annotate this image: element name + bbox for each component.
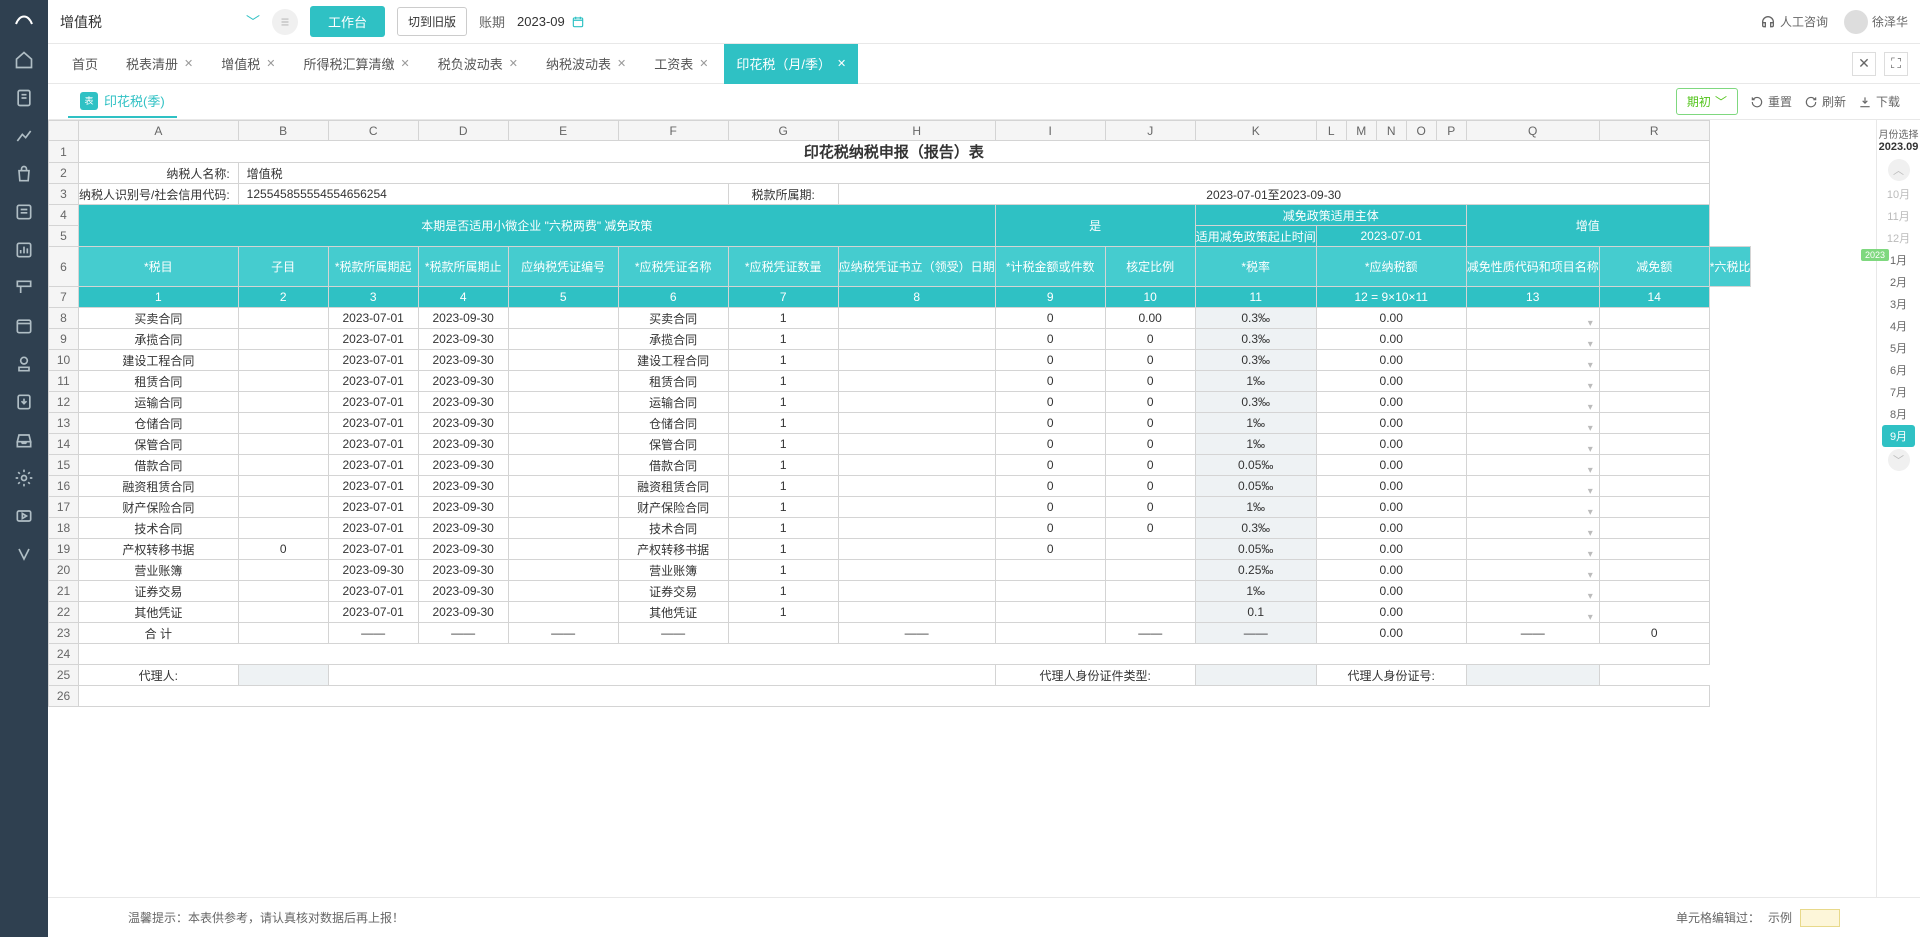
list-icon <box>278 15 292 29</box>
close-icon[interactable]: ✕ <box>184 57 193 70</box>
period-picker[interactable]: 2023-09 <box>517 14 585 29</box>
footer-warning: 温馨提示：本表供参考，请认真核对数据后再上报！ <box>128 909 404 926</box>
month-12月[interactable]: 12月 <box>1887 227 1910 249</box>
tab-工资表[interactable]: 工资表✕ <box>642 44 720 84</box>
consult-link[interactable]: 人工咨询 <box>1760 13 1828 30</box>
month-panel-current: 2023.09 <box>1879 141 1919 153</box>
tab-首页[interactable]: 首页 <box>60 44 110 84</box>
workspace-button[interactable]: 工作台 <box>310 6 385 37</box>
spreadsheet[interactable]: ABCDEFGHIJKLMNOPQR1印花税纳税申报（报告）表2纳税人名称:增值… <box>48 120 1876 897</box>
nav-tag-icon[interactable] <box>14 278 34 298</box>
nav-cal-icon[interactable] <box>14 316 34 336</box>
month-3月[interactable]: 3月 <box>1878 293 1919 315</box>
tab-税表清册[interactable]: 税表清册✕ <box>114 44 205 84</box>
close-all-button[interactable]: ✕ <box>1852 52 1876 76</box>
logo-icon <box>12 8 36 32</box>
subtabs-bar: 表 印花税(季) 期初 ﹀ 重置 刷新 下载 <box>48 84 1920 120</box>
footer-bar: 温馨提示：本表供参考，请认真核对数据后再上报！ 单元格编辑过： 示例 <box>48 897 1920 937</box>
month-panel: 月份选择 2023.09 ︿ 10月11月12月 2023 1月2月3月4月5月… <box>1876 120 1920 897</box>
edited-swatch <box>1800 909 1840 927</box>
nav-inbox-icon[interactable] <box>14 430 34 450</box>
month-next-button[interactable]: ﹀ <box>1888 449 1910 471</box>
close-icon[interactable]: ✕ <box>699 57 708 70</box>
period-label: 账期 <box>479 12 505 31</box>
nav-report-icon[interactable] <box>14 240 34 260</box>
download-button[interactable]: 下载 <box>1858 93 1900 110</box>
switch-old-button[interactable]: 切到旧版 <box>397 7 467 36</box>
avatar-icon <box>1844 10 1868 34</box>
month-7月[interactable]: 7月 <box>1878 381 1919 403</box>
nav-bag-icon[interactable] <box>14 164 34 184</box>
nav-export-icon[interactable] <box>14 392 34 412</box>
month-10月[interactable]: 10月 <box>1887 183 1910 205</box>
headset-icon <box>1760 14 1776 30</box>
topbar: 增值税 ﹀ 工作台 切到旧版 账期 2023-09 人工咨询 <box>48 0 1920 44</box>
nav-video-icon[interactable] <box>14 506 34 526</box>
app-selector[interactable]: 增值税 ﹀ <box>60 12 260 32</box>
refresh-button[interactable]: 刷新 <box>1804 93 1846 110</box>
tab-纳税波动表[interactable]: 纳税波动表✕ <box>534 44 638 84</box>
nav-form-icon[interactable] <box>14 202 34 222</box>
download-icon <box>1858 95 1872 109</box>
reset-icon <box>1750 95 1764 109</box>
month-2月[interactable]: 2月 <box>1878 271 1919 293</box>
month-8月[interactable]: 8月 <box>1878 403 1919 425</box>
calendar-icon <box>571 15 585 29</box>
month-panel-title: 月份选择 <box>1879 126 1919 141</box>
tab-所得税汇算清缴[interactable]: 所得税汇算清缴✕ <box>291 44 421 84</box>
footer-edited-label: 单元格编辑过： <box>1676 909 1760 926</box>
month-9月[interactable]: 9月 <box>1882 425 1915 447</box>
subtab-stamp-quarter[interactable]: 表 印花税(季) <box>68 85 177 118</box>
close-icon[interactable]: ✕ <box>509 57 518 70</box>
nav-settings-icon[interactable] <box>14 468 34 488</box>
month-11月[interactable]: 11月 <box>1887 205 1910 227</box>
close-icon[interactable]: ✕ <box>837 57 846 70</box>
footer-sample-label: 示例 <box>1768 909 1792 926</box>
month-5月[interactable]: 5月 <box>1878 337 1919 359</box>
tab-税负波动表[interactable]: 税负波动表✕ <box>426 44 530 84</box>
close-icon[interactable]: ✕ <box>617 57 626 70</box>
app-name: 增值税 <box>60 12 102 32</box>
close-icon[interactable]: ✕ <box>401 57 410 70</box>
tab-印花税（月/季）[interactable]: 印花税（月/季）✕ <box>724 44 858 84</box>
nav-stamp-icon[interactable] <box>14 354 34 374</box>
month-4月[interactable]: 4月 <box>1878 315 1919 337</box>
tab-增值税[interactable]: 增值税✕ <box>209 44 287 84</box>
expand-button[interactable]: ⛶ <box>1884 52 1908 76</box>
init-button[interactable]: 期初 ﹀ <box>1676 88 1738 115</box>
nav-chart-icon[interactable] <box>14 126 34 146</box>
close-icon[interactable]: ✕ <box>266 57 275 70</box>
nav-v-icon[interactable] <box>14 544 34 564</box>
chevron-down-icon: ﹀ <box>1715 93 1727 110</box>
tabs-bar: 首页税表清册✕增值税✕所得税汇算清缴✕税负波动表✕纳税波动表✕工资表✕印花税（月… <box>48 44 1920 84</box>
month-6月[interactable]: 6月 <box>1878 359 1919 381</box>
month-prev-button[interactable]: ︿ <box>1888 159 1910 181</box>
left-sidebar <box>0 0 48 937</box>
menu-toggle-button[interactable] <box>272 9 298 35</box>
nav-doc-icon[interactable] <box>14 88 34 108</box>
form-icon: 表 <box>80 92 98 110</box>
reset-button[interactable]: 重置 <box>1750 93 1792 110</box>
refresh-icon <box>1804 95 1818 109</box>
user-menu[interactable]: 徐泽华 <box>1844 10 1908 34</box>
chevron-down-icon: ﹀ <box>246 12 260 32</box>
nav-home-icon[interactable] <box>14 50 34 70</box>
